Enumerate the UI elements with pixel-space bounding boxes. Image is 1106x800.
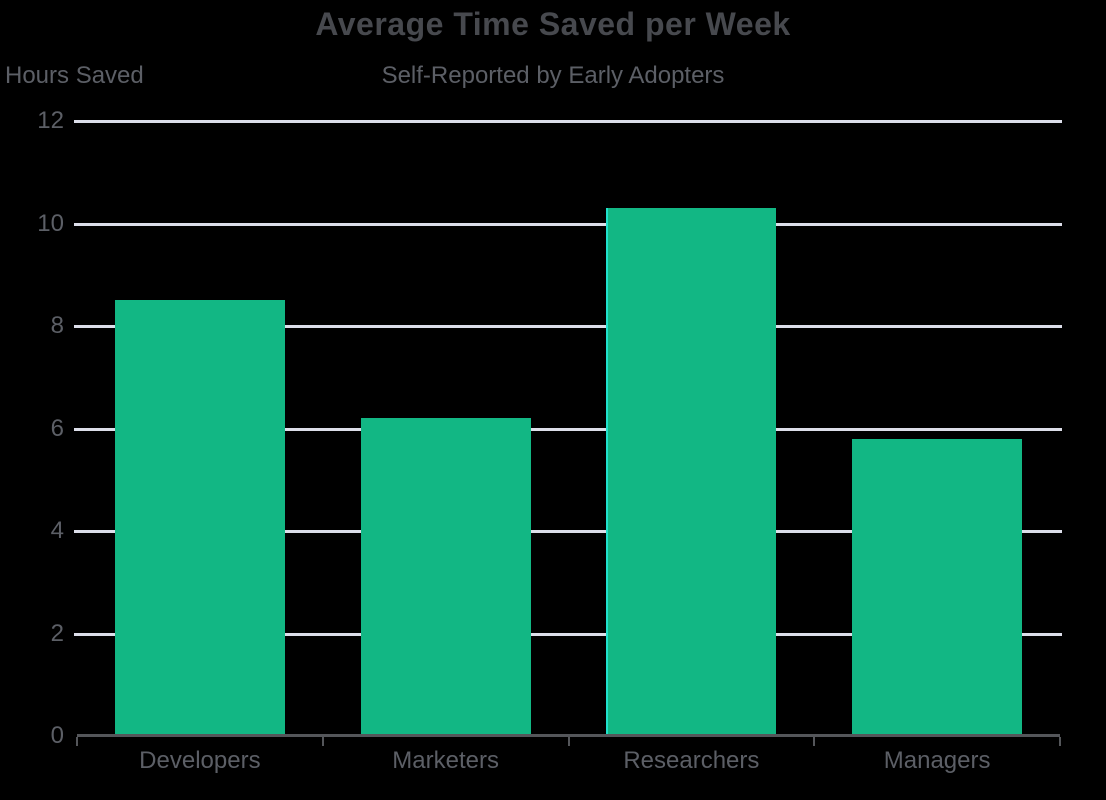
bar-edge-highlight bbox=[606, 208, 609, 736]
x-axis-line bbox=[77, 734, 1060, 737]
y-tick-label-0: 0 bbox=[50, 722, 64, 749]
bar-developers bbox=[114, 300, 285, 736]
x-tick-label-marketers: Marketers bbox=[392, 747, 499, 774]
chart-subtitle: Self-Reported by Early Adopters bbox=[381, 62, 725, 89]
gridline-12 bbox=[74, 120, 1062, 123]
gridline-8 bbox=[74, 325, 1062, 328]
y-tick-label-10: 10 bbox=[37, 209, 64, 237]
x-axis-tick-1 bbox=[321, 737, 324, 746]
chart-title: Average Time Saved per Week bbox=[315, 6, 791, 42]
y-tick-label-4: 4 bbox=[50, 517, 64, 544]
y-axis-label: Hours Saved bbox=[5, 62, 144, 89]
bar-managers bbox=[852, 438, 1023, 736]
gridline-10 bbox=[74, 222, 1062, 226]
x-tick-label-researchers: Researchers bbox=[623, 747, 760, 774]
gridline-4 bbox=[74, 530, 1062, 533]
x-tick-label-managers: Managers bbox=[883, 747, 991, 774]
x-axis-tick-3 bbox=[813, 737, 816, 746]
bar-marketers bbox=[360, 418, 531, 736]
gridline-6 bbox=[74, 427, 1062, 431]
y-tick-label-8: 8 bbox=[50, 312, 64, 339]
x-axis-tick-4 bbox=[1059, 737, 1061, 746]
y-tick-label-2: 2 bbox=[50, 619, 64, 647]
gridline-2 bbox=[74, 632, 1062, 636]
x-axis-tick-2 bbox=[567, 737, 570, 746]
x-tick-label-developers: Developers bbox=[139, 747, 261, 774]
y-tick-label-6: 6 bbox=[50, 414, 64, 442]
bar-researchers bbox=[606, 208, 777, 736]
y-tick-label-12: 12 bbox=[37, 107, 64, 134]
x-axis-tick-0 bbox=[76, 737, 78, 746]
